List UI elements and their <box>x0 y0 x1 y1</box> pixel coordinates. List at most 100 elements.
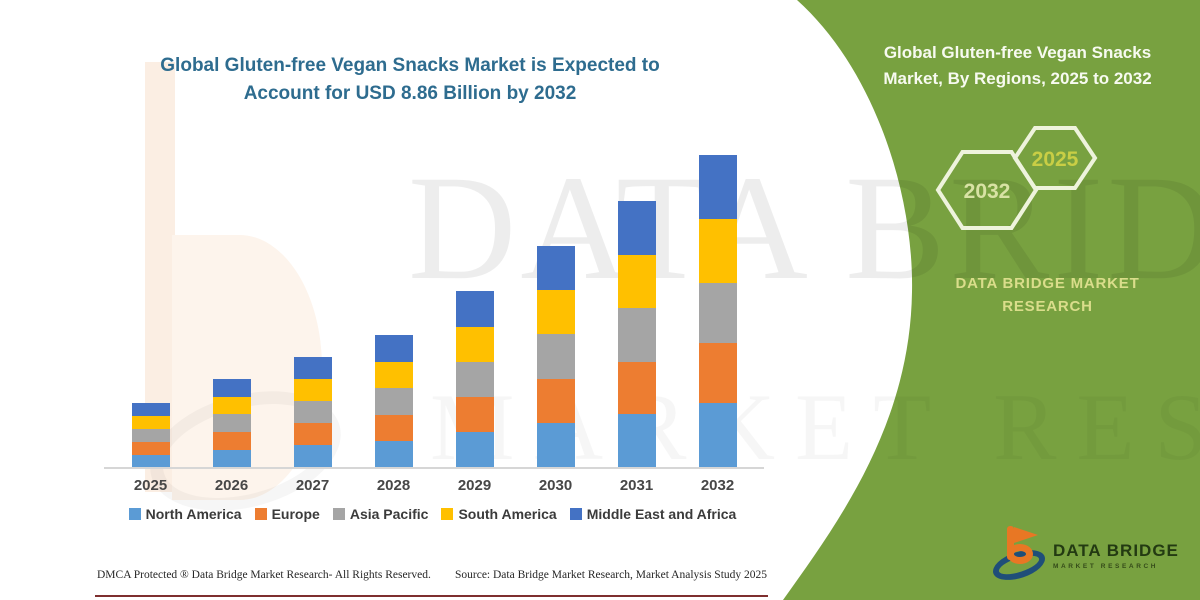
legend-label: Europe <box>271 506 320 522</box>
bar-segment-2032-north-america <box>698 403 737 468</box>
x-axis-label-2030: 2030 <box>538 477 573 494</box>
bar-segment-2029-middle-east-and-africa <box>455 291 494 328</box>
bar-segment-2031-europe <box>617 361 656 414</box>
panel-title-line1: Global Gluten-free Vegan Snacks <box>883 43 1152 62</box>
bar-segment-2025-middle-east-and-africa <box>131 403 170 417</box>
bar-segment-2029-south-america <box>455 327 494 363</box>
bar-segment-2031-asia-pacific <box>617 307 656 362</box>
stacked-bar-2025 <box>131 403 170 468</box>
bar-segment-2026-south-america <box>212 396 251 415</box>
x-axis-label-2031: 2031 <box>619 477 654 494</box>
bar-slot-2028 <box>353 140 434 468</box>
bar-segment-2025-north-america <box>131 454 170 468</box>
stacked-bar-chart <box>110 140 758 468</box>
legend-marker-icon <box>569 508 582 520</box>
bar-segment-2028-south-america <box>374 361 413 389</box>
hexagon-2025 <box>1012 126 1098 190</box>
logo-b-bowl <box>1007 544 1033 564</box>
logo-name: DATA BRIDGE <box>1053 540 1179 560</box>
x-axis-label-2026: 2026 <box>214 477 249 494</box>
stacked-bar-2031 <box>617 201 656 468</box>
bar-segment-2030-europe <box>536 378 575 424</box>
bar-segment-2028-middle-east-and-africa <box>374 335 413 362</box>
legend-label: South America <box>458 506 557 522</box>
bar-segment-2026-europe <box>212 431 251 450</box>
chart-legend: North America Europe Asia Pacific South Ame… <box>100 506 765 522</box>
bar-segment-2030-south-america <box>536 289 575 335</box>
hexagon-2032-label: 2032 <box>964 180 1011 203</box>
chart-title-line2: Account for USD 8.86 Billion by 2032 <box>243 82 577 104</box>
logo-text-block: DATA BRIDGE MARKET RESEARCH <box>1053 541 1179 570</box>
chart-title-line1: Global Gluten-free Vegan Snacks Market i… <box>160 55 660 76</box>
bar-segment-2026-middle-east-and-africa <box>212 378 251 397</box>
bar-slot-2027 <box>272 140 353 468</box>
footer-rule <box>95 595 768 597</box>
brand-text: DATA BRIDGE MARKET RESEARCH <box>900 272 1195 319</box>
legend-item-asia-pacific: Asia Pacific <box>332 506 429 522</box>
bar-slot-2030 <box>515 140 596 468</box>
chart-title: Global Gluten-free Vegan Snacks Market i… <box>130 52 690 107</box>
x-axis-label-2025: 2025 <box>133 477 168 494</box>
bar-segment-2026-north-america <box>212 449 251 468</box>
bar-segment-2027-south-america <box>293 379 332 402</box>
x-axis-label-2027: 2027 <box>295 477 330 494</box>
hexagon-badges: 2032 2025 <box>935 126 1098 230</box>
bar-segment-2029-north-america <box>455 432 494 468</box>
stacked-bar-2030 <box>536 246 575 468</box>
legend-label: North America <box>145 506 242 522</box>
bar-segment-2030-asia-pacific <box>536 334 575 379</box>
bar-segment-2029-europe <box>455 396 494 432</box>
legend-item-north-america: North America <box>128 506 242 522</box>
bar-segment-2027-middle-east-and-africa <box>293 357 332 380</box>
bar-segment-2025-asia-pacific <box>131 428 170 442</box>
x-axis-label-2032: 2032 <box>700 477 735 494</box>
bar-segment-2025-south-america <box>131 416 170 429</box>
logo-b-stem <box>1007 526 1014 560</box>
legend-item-europe: Europe <box>254 506 320 522</box>
legend-marker-icon <box>254 508 267 520</box>
legend-item-middle-east-and-africa: Middle East and Africa <box>569 506 737 522</box>
bar-segment-2032-asia-pacific <box>698 282 737 343</box>
bars-container <box>110 140 758 468</box>
legend-marker-icon <box>332 508 345 520</box>
logo-subtitle: MARKET RESEARCH <box>1053 562 1159 570</box>
bar-slot-2026 <box>191 140 272 468</box>
bar-segment-2027-europe <box>293 423 332 446</box>
bar-segment-2028-asia-pacific <box>374 388 413 415</box>
x-axis-label-2028: 2028 <box>376 477 411 494</box>
bar-segment-2031-middle-east-and-africa <box>617 201 656 256</box>
bar-segment-2028-north-america <box>374 441 413 468</box>
bar-segment-2030-north-america <box>536 423 575 468</box>
stacked-bar-2032 <box>698 155 737 468</box>
bar-slot-2031 <box>596 140 677 468</box>
x-axis-label-2029: 2029 <box>457 477 492 494</box>
logo-b-flag <box>1014 527 1038 543</box>
dbmr-logo-icon <box>989 524 1049 586</box>
stacked-bar-2029 <box>455 291 494 468</box>
legend-marker-icon <box>128 508 141 520</box>
legend-item-south-america: South America <box>441 506 557 522</box>
bar-segment-2026-asia-pacific <box>212 414 251 432</box>
bar-segment-2027-north-america <box>293 445 332 468</box>
bar-segment-2031-south-america <box>617 255 656 308</box>
stacked-bar-2028 <box>374 335 413 468</box>
bar-segment-2029-asia-pacific <box>455 362 494 397</box>
bar-slot-2025 <box>110 140 191 468</box>
bar-segment-2031-north-america <box>617 413 656 468</box>
bar-segment-2028-europe <box>374 414 413 442</box>
bar-segment-2027-asia-pacific <box>293 401 332 424</box>
panel-title-line2: Market, By Regions, 2025 to 2032 <box>883 68 1152 88</box>
legend-marker-icon <box>441 508 454 520</box>
dbmr-logo: DATA BRIDGE MARKET RESEARCH <box>989 522 1190 586</box>
stacked-bar-2026 <box>212 378 251 468</box>
legend-label: Middle East and Africa <box>586 506 737 522</box>
bar-segment-2032-europe <box>698 342 737 403</box>
footer-copyright: DMCA Protected ® Data Bridge Market Rese… <box>97 569 431 581</box>
bar-segment-2032-middle-east-and-africa <box>698 155 737 219</box>
legend-label: Asia Pacific <box>349 506 429 522</box>
x-axis-line <box>104 467 764 469</box>
brand-text-line1: DATA BRIDGE MARKET <box>955 275 1140 292</box>
hexagon-2025-label: 2025 <box>1032 148 1079 171</box>
